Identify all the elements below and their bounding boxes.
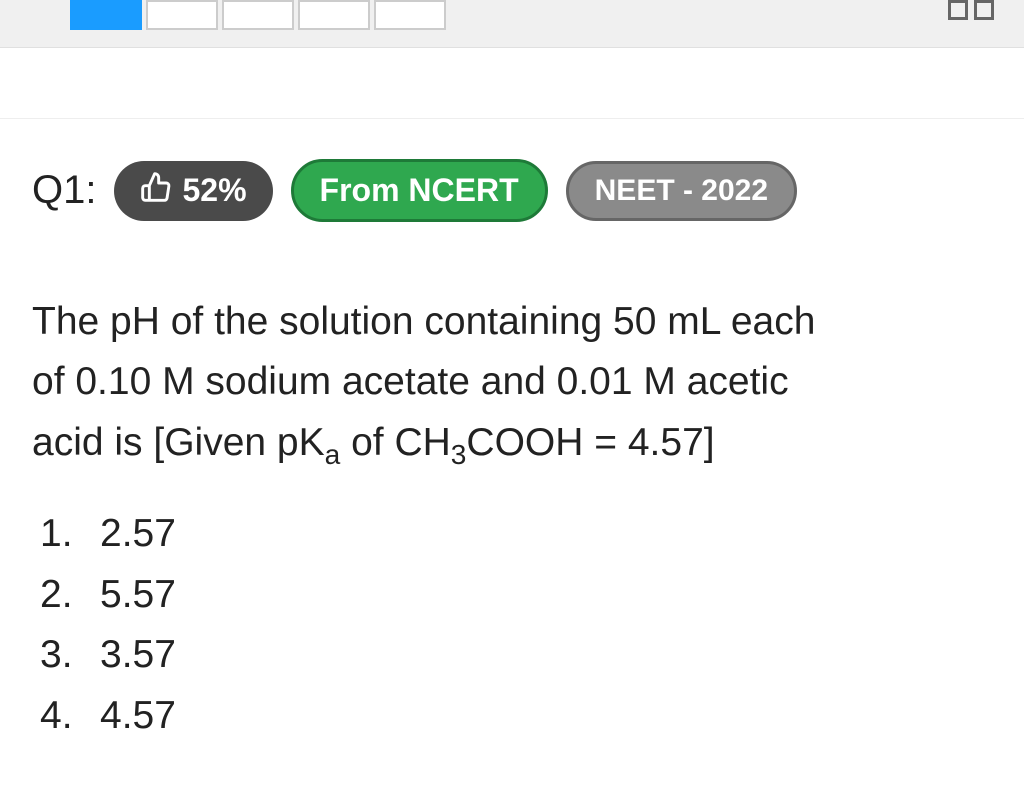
options-list: 1. 2.57 2. 5.57 3. 3.57 4. 4.57 (32, 504, 992, 746)
source-badge[interactable]: From NCERT (291, 159, 548, 222)
question-header-row: Q1: 52% From NCERT NEET - 2022 (32, 159, 992, 222)
option-text: 3.57 (100, 625, 176, 685)
nav-tab[interactable] (374, 0, 446, 30)
question-line-part: COOH = 4.57] (466, 421, 714, 464)
option-number: 1. (40, 504, 84, 564)
grid-icon[interactable] (974, 0, 994, 20)
like-percent-text: 52% (182, 172, 246, 209)
option-item[interactable]: 4. 4.57 (40, 686, 992, 746)
question-text: The pH of the solution containing 50 mL … (32, 292, 992, 476)
option-item[interactable]: 1. 2.57 (40, 504, 992, 564)
nav-tab[interactable] (146, 0, 218, 30)
question-line-part: of CH (340, 421, 451, 464)
nav-tab[interactable] (298, 0, 370, 30)
option-item[interactable]: 2. 5.57 (40, 565, 992, 625)
option-text: 5.57 (100, 565, 176, 625)
nav-tab[interactable] (222, 0, 294, 30)
question-card: Q1: 52% From NCERT NEET - 2022 The pH of… (0, 118, 1024, 786)
question-line-part: acid is [Given pK (32, 421, 325, 464)
question-number-label: Q1: (32, 168, 96, 213)
top-right-controls (948, 0, 994, 20)
grid-icon[interactable] (948, 0, 968, 20)
option-number: 4. (40, 686, 84, 746)
subscript: a (325, 439, 341, 470)
option-number: 2. (40, 565, 84, 625)
option-text: 4.57 (100, 686, 176, 746)
option-item[interactable]: 3. 3.57 (40, 625, 992, 685)
exam-badge[interactable]: NEET - 2022 (566, 161, 797, 221)
nav-tab-active[interactable] (70, 0, 142, 30)
source-badge-text: From NCERT (320, 172, 519, 209)
option-number: 3. (40, 625, 84, 685)
thumbs-up-icon (140, 171, 172, 211)
option-text: 2.57 (100, 504, 176, 564)
top-nav-strip (0, 0, 1024, 48)
subscript: 3 (451, 439, 467, 470)
question-line: The pH of the solution containing 50 mL … (32, 300, 815, 343)
like-badge[interactable]: 52% (114, 161, 272, 221)
question-line: of 0.10 M sodium acetate and 0.01 M acet… (32, 360, 789, 403)
exam-badge-text: NEET - 2022 (595, 174, 768, 208)
